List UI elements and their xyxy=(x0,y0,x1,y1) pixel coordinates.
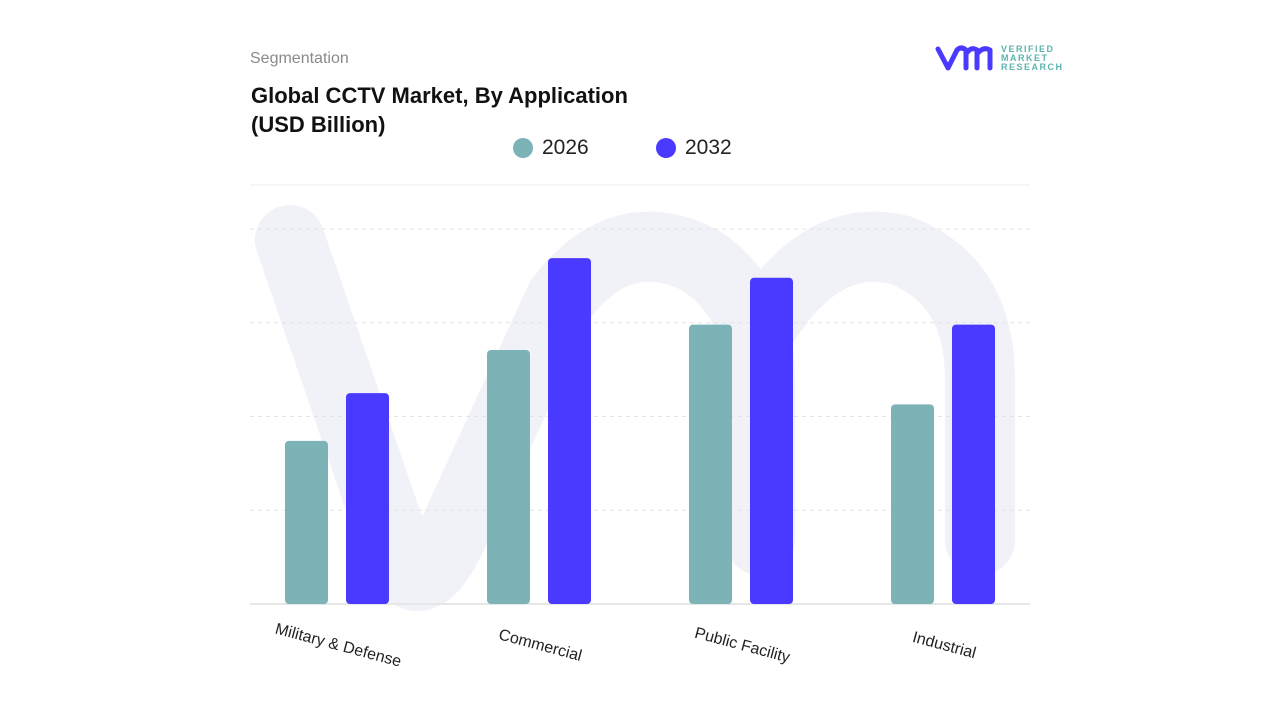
bar-2032-military-defense xyxy=(346,393,389,604)
x-tick-label: Public Facility xyxy=(693,625,792,667)
bar-2032-industrial xyxy=(952,324,995,604)
bar-2032-commercial xyxy=(548,258,591,604)
legend-item-2026[interactable]: 2026 xyxy=(513,136,656,160)
logo-text-line: MARKET xyxy=(1001,52,1049,63)
chart-title-line2: (USD Billion) xyxy=(251,112,386,137)
legend-label: 2032 xyxy=(685,136,732,159)
logo-text-line: RESEARCH xyxy=(1001,61,1064,72)
bar-2032-public-facility xyxy=(750,277,793,604)
bar-2026-commercial xyxy=(487,349,530,604)
legend-swatch xyxy=(656,138,676,158)
legend-label: 2026 xyxy=(542,136,589,159)
chart-title: Global CCTV Market, By Application (USD … xyxy=(251,81,711,139)
x-tick-label: Industrial xyxy=(911,629,978,662)
x-tick-label: Military & Defense xyxy=(273,621,403,671)
x-tick-label: Commercial xyxy=(497,626,584,665)
bar-2026-public-facility xyxy=(689,324,732,604)
watermark-logo xyxy=(255,205,1015,611)
bar-2026-military-defense xyxy=(285,440,328,604)
vmr-logo-mark-icon xyxy=(935,45,993,71)
section-label: Segmentation xyxy=(250,50,349,67)
legend: 2026 2032 xyxy=(513,136,799,160)
logo-text-line: VERIFIED xyxy=(1001,43,1055,54)
chart-title-line1: Global CCTV Market, By Application xyxy=(251,83,628,108)
bar-2026-industrial xyxy=(891,404,934,604)
legend-swatch xyxy=(513,138,533,158)
legend-item-2032[interactable]: 2032 xyxy=(656,136,799,160)
vmr-logo: VERIFIED MARKET RESEARCH xyxy=(935,44,1064,72)
